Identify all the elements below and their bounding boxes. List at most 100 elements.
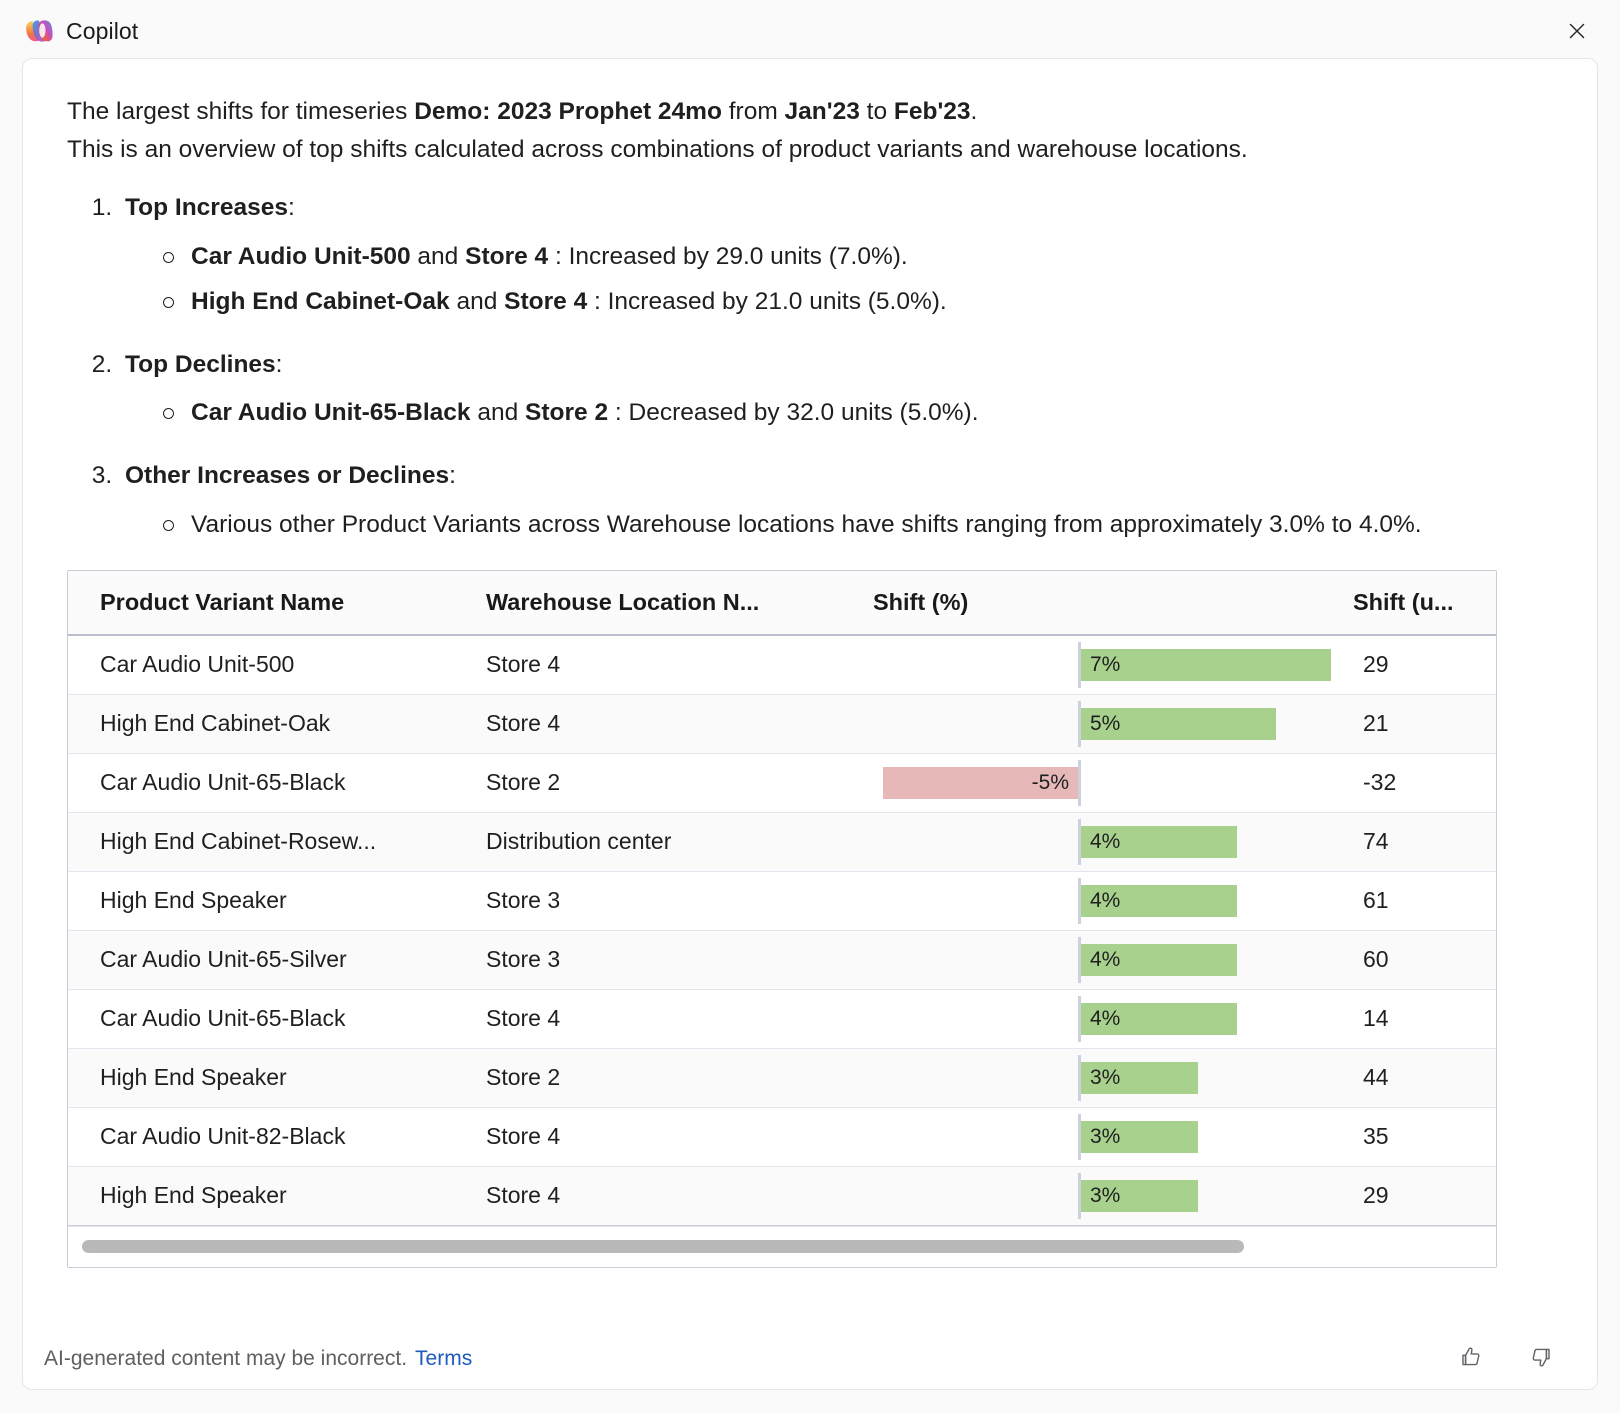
intro-line-1: The largest shifts for timeseries Demo: …: [67, 93, 1557, 131]
zero-axis-line: [1078, 1113, 1081, 1160]
section-heading-text: Top Declines: [125, 350, 276, 378]
table-row[interactable]: High End Cabinet-Rosew... Distribution ce…: [68, 812, 1496, 872]
cell-warehouse-location: Store 4: [454, 634, 841, 695]
bar-value-label: 4%: [1090, 889, 1121, 913]
bar-area: 7%: [873, 636, 1331, 694]
column-header-shift-percent[interactable]: Shift (%): [841, 570, 1331, 636]
thumbs-up-button[interactable]: [1454, 1342, 1488, 1376]
zero-axis-line: [1078, 877, 1081, 924]
zero-axis-line: [1078, 700, 1081, 747]
cell-warehouse-location: Store 3: [454, 930, 841, 990]
intro-paragraph: The largest shifts for timeseries Demo: …: [67, 93, 1557, 168]
response-card: The largest shifts for timeseries Demo: …: [22, 58, 1598, 1390]
cell-shift-percent-bar: 4%: [841, 930, 1331, 990]
cell-shift-percent-bar: 5%: [841, 694, 1331, 754]
table-row[interactable]: High End Speaker Store 4 3% 29: [68, 1166, 1496, 1226]
feedback-actions: [1454, 1342, 1558, 1376]
zero-axis-line: [1078, 641, 1081, 688]
section-heading: Top Declines:: [125, 351, 282, 378]
table-row[interactable]: Car Audio Unit-65-Black Store 2 -5% -32: [68, 753, 1496, 813]
bar-area: 3%: [873, 1049, 1331, 1107]
panel-footer: AI-generated content may be incorrect. T…: [22, 1326, 1598, 1392]
intro-text-3: to: [859, 98, 894, 125]
insight-section: Top Increases: Car Audio Unit-500 and St…: [119, 190, 1557, 320]
section-items: Car Audio Unit-65-Black and Store 2 : De…: [125, 395, 1557, 432]
zero-axis-line: [1078, 1054, 1081, 1101]
bar-area: 3%: [873, 1167, 1331, 1225]
zero-axis-line: [1078, 936, 1081, 983]
cell-shift-percent-bar: 3%: [841, 1166, 1331, 1226]
table-row[interactable]: High End Cabinet-Oak Store 4 5% 21: [68, 694, 1496, 754]
cell-shift-percent-bar: 4%: [841, 989, 1331, 1049]
cell-product-variant-name: Car Audio Unit-65-Black: [68, 753, 454, 813]
cell-shift-percent-bar: -5%: [841, 753, 1331, 813]
bar-area: 4%: [873, 990, 1331, 1048]
bar-value-label: 4%: [1090, 948, 1121, 972]
brand-name: Copilot: [66, 17, 139, 44]
table-row[interactable]: High End Speaker Store 3 4% 61: [68, 871, 1496, 931]
item-product: Car Audio Unit-500: [191, 243, 411, 271]
table-row[interactable]: Car Audio Unit-82-Black Store 4 3% 35: [68, 1107, 1496, 1167]
cell-product-variant-name: Car Audio Unit-65-Silver: [68, 930, 454, 990]
thumbs-up-icon: [1458, 1344, 1484, 1375]
column-header-product-variant-name[interactable]: Product Variant Name: [68, 570, 454, 636]
intro-line-2: This is an overview of top shifts calcul…: [67, 135, 1248, 163]
cell-shift-percent-bar: 4%: [841, 812, 1331, 872]
terms-link[interactable]: Terms: [415, 1347, 473, 1370]
cell-product-variant-name: High End Cabinet-Oak: [68, 694, 454, 754]
period-to: Feb'23: [893, 98, 971, 125]
thumbs-down-icon: [1528, 1344, 1554, 1375]
bar-area: 4%: [873, 813, 1331, 871]
cell-warehouse-location: Distribution center: [454, 812, 841, 872]
bar-positive: 4%: [1081, 943, 1237, 976]
table-row[interactable]: Car Audio Unit-500 Store 4 7% 29: [68, 634, 1496, 695]
cell-product-variant-name: High End Speaker: [68, 1048, 454, 1108]
column-header-warehouse-location[interactable]: Warehouse Location N...: [454, 570, 841, 636]
bar-positive: 3%: [1081, 1061, 1198, 1094]
cell-warehouse-location: Store 2: [454, 1048, 841, 1108]
table-row[interactable]: Car Audio Unit-65-Silver Store 3 4% 60: [68, 930, 1496, 990]
cell-shift-units: 61: [1331, 871, 1496, 931]
section-heading-colon: :: [275, 350, 283, 378]
cell-shift-units: 35: [1331, 1107, 1496, 1167]
bar-positive: 7%: [1081, 648, 1331, 681]
cell-product-variant-name: High End Speaker: [68, 1166, 454, 1226]
bar-value-label: 4%: [1090, 830, 1121, 854]
horizontal-scrollbar[interactable]: [68, 1225, 1496, 1267]
cell-warehouse-location: Store 4: [454, 1107, 841, 1167]
thumbs-down-button[interactable]: [1524, 1342, 1558, 1376]
section-heading-colon: :: [449, 462, 456, 490]
item-detail: Various other Product Variants across Wa…: [191, 510, 1422, 538]
bar-positive: 4%: [1081, 1002, 1237, 1035]
column-header-shift-units[interactable]: Shift (u...: [1331, 570, 1496, 636]
section-heading-text: Top Increases: [125, 194, 288, 222]
zero-axis-line: [1078, 818, 1081, 865]
scrollbar-track[interactable]: [82, 1239, 1482, 1253]
table-row[interactable]: Car Audio Unit-65-Black Store 4 4% 14: [68, 989, 1496, 1049]
cell-product-variant-name: Car Audio Unit-500: [68, 634, 454, 695]
scrollbar-thumb[interactable]: [82, 1239, 1244, 1253]
close-icon: [1567, 21, 1587, 41]
cell-product-variant-name: High End Cabinet-Rosew...: [68, 812, 454, 872]
bar-positive: 3%: [1081, 1120, 1198, 1153]
cell-product-variant-name: High End Speaker: [68, 871, 454, 931]
cell-shift-units: 14: [1331, 989, 1496, 1049]
list-item: Car Audio Unit-65-Black and Store 2 : De…: [159, 395, 1557, 432]
bar-area: 3%: [873, 1108, 1331, 1166]
close-button[interactable]: [1560, 14, 1594, 48]
copilot-icon: [24, 16, 54, 46]
cell-warehouse-location: Store 4: [454, 989, 841, 1049]
intro-text-2: from: [721, 98, 785, 125]
item-conjunction: and: [470, 399, 526, 427]
cell-product-variant-name: Car Audio Unit-65-Black: [68, 989, 454, 1049]
intro-text-1: The largest shifts for timeseries: [67, 98, 415, 125]
bar-value-label: 7%: [1090, 653, 1121, 677]
table-row[interactable]: High End Speaker Store 2 3% 44: [68, 1048, 1496, 1108]
cell-shift-units: 29: [1331, 1166, 1496, 1226]
insight-section: Top Declines: Car Audio Unit-65-Black an…: [119, 347, 1557, 433]
item-location: Store 4: [504, 287, 588, 315]
bar-value-label: 3%: [1090, 1184, 1121, 1208]
bar-positive: 5%: [1081, 707, 1276, 740]
item-location: Store 2: [525, 399, 609, 427]
